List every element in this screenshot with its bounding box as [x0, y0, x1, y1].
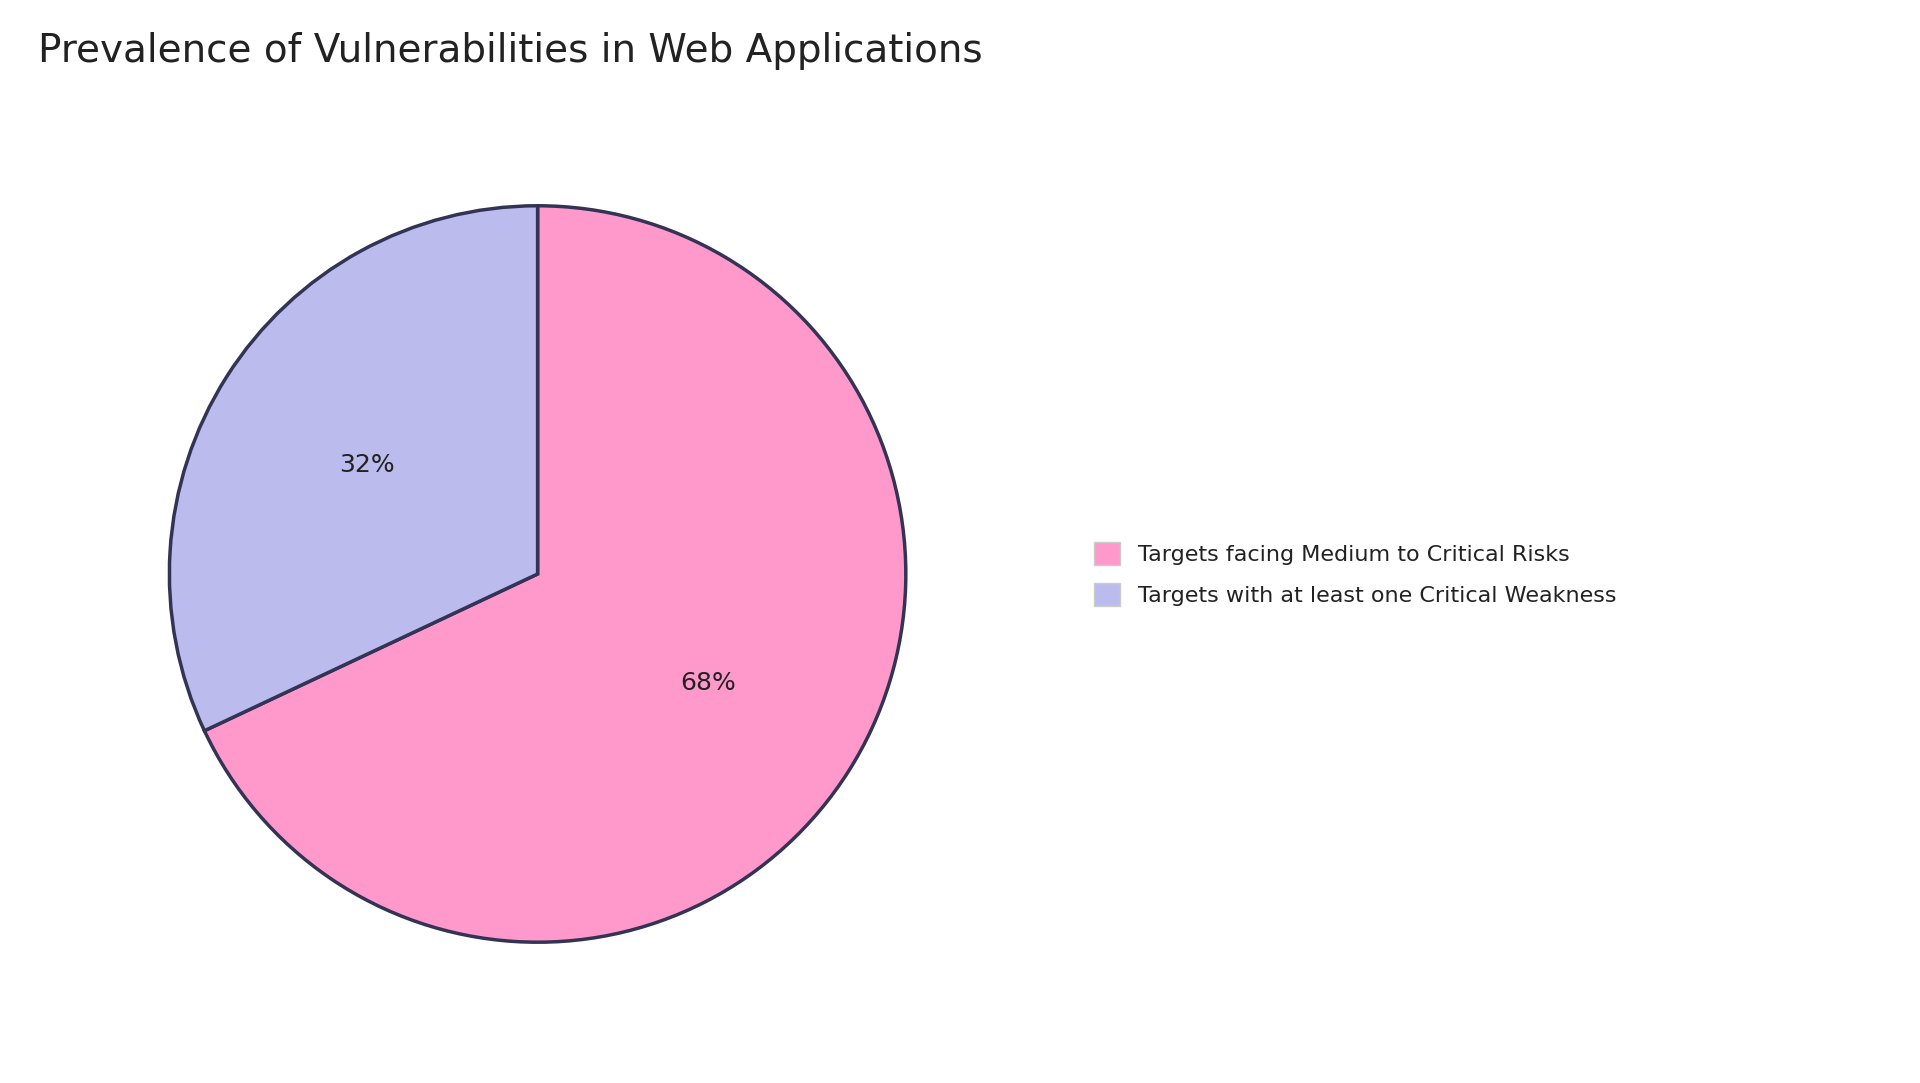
Text: 68%: 68%: [682, 670, 737, 694]
Wedge shape: [204, 206, 906, 942]
Text: Prevalence of Vulnerabilities in Web Applications: Prevalence of Vulnerabilities in Web App…: [38, 32, 983, 70]
Wedge shape: [169, 206, 538, 731]
Legend: Targets facing Medium to Critical Risks, Targets with at least one Critical Weak: Targets facing Medium to Critical Risks,…: [1083, 531, 1628, 617]
Text: 32%: 32%: [338, 454, 394, 478]
